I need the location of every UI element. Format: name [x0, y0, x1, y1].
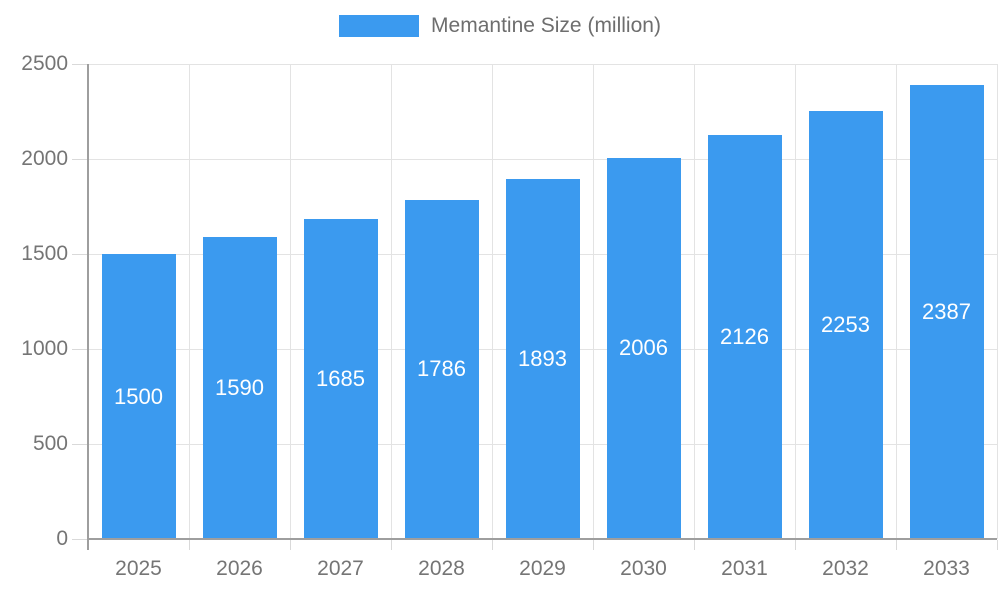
x-tick-label: 2031: [721, 557, 768, 580]
x-tick-label: 2032: [822, 557, 869, 580]
y-axis-line: [87, 64, 89, 550]
v-gridline: [592, 64, 594, 539]
x-tick-mark: [390, 540, 392, 550]
x-tick-label: 2029: [519, 557, 566, 580]
v-gridline: [390, 64, 392, 539]
x-tick-mark: [592, 540, 594, 550]
x-tick-label: 2033: [923, 557, 970, 580]
y-tick-mark: [72, 443, 88, 445]
y-tick-mark: [72, 253, 88, 255]
bar: 2126: [707, 135, 782, 539]
bar-value-label: 2387: [922, 299, 971, 325]
bar: 1893: [505, 179, 580, 539]
v-gridline: [491, 64, 493, 539]
bar-value-label: 1786: [417, 356, 466, 382]
x-tick-label: 2026: [216, 557, 263, 580]
x-tick-mark: [693, 540, 695, 550]
v-gridline: [895, 64, 897, 539]
y-tick-mark: [72, 63, 88, 65]
bar-value-label: 1500: [114, 383, 163, 409]
v-gridline: [188, 64, 190, 539]
x-axis-line: [87, 538, 997, 540]
bar-value-label: 2006: [619, 335, 668, 361]
y-tick-mark: [72, 348, 88, 350]
legend-swatch: [339, 15, 420, 37]
y-tick-label: 2500: [21, 52, 68, 75]
x-tick-mark: [895, 540, 897, 550]
y-tick-mark: [72, 538, 88, 540]
x-tick-label: 2027: [317, 557, 364, 580]
bar: 1590: [202, 236, 277, 539]
bar: 2387: [909, 85, 984, 539]
x-tick-label: 2025: [115, 557, 162, 580]
y-tick-mark: [72, 158, 88, 160]
x-tick-label: 2028: [418, 557, 465, 580]
legend-label: Memantine Size (million): [431, 14, 661, 37]
bar-value-label: 1685: [316, 365, 365, 391]
bar-value-label: 1893: [518, 346, 567, 372]
v-gridline: [289, 64, 291, 539]
x-tick-mark: [289, 540, 291, 550]
y-axis-labels: 0 500 1000 1500 2000 2500: [0, 52, 68, 550]
bar: 1786: [404, 199, 479, 539]
x-axis-labels: 2025 2026 2027 2028 2029 2030 2031 2032 2033: [88, 557, 997, 581]
x-tick-label: 2030: [620, 557, 667, 580]
x-tick-mark: [491, 540, 493, 550]
x-tick-mark: [188, 540, 190, 550]
v-gridline: [693, 64, 695, 539]
y-tick-label: 500: [32, 432, 68, 455]
y-tick-label: 2000: [21, 147, 68, 170]
h-gridline: [88, 63, 997, 65]
bar: 2253: [808, 110, 883, 539]
x-tick-mark: [996, 540, 998, 550]
h-gridline: [88, 158, 997, 160]
bar-value-label: 2126: [720, 324, 769, 350]
bar: 2006: [606, 157, 681, 539]
legend[interactable]: Memantine Size (million): [0, 14, 1000, 38]
y-tick-label: 1500: [21, 242, 68, 265]
bar: 1685: [303, 218, 378, 539]
v-gridline: [996, 64, 998, 539]
bar-value-label: 2253: [821, 311, 870, 337]
plot-area: 1500 1590 1685 1786 1893 2006 2126 2253 2387: [72, 63, 998, 550]
bar-value-label: 1590: [215, 374, 264, 400]
v-gridline: [794, 64, 796, 539]
x-tick-mark: [794, 540, 796, 550]
y-tick-label: 1000: [21, 337, 68, 360]
y-tick-label: 0: [56, 527, 68, 550]
bar: 1500: [101, 254, 176, 539]
